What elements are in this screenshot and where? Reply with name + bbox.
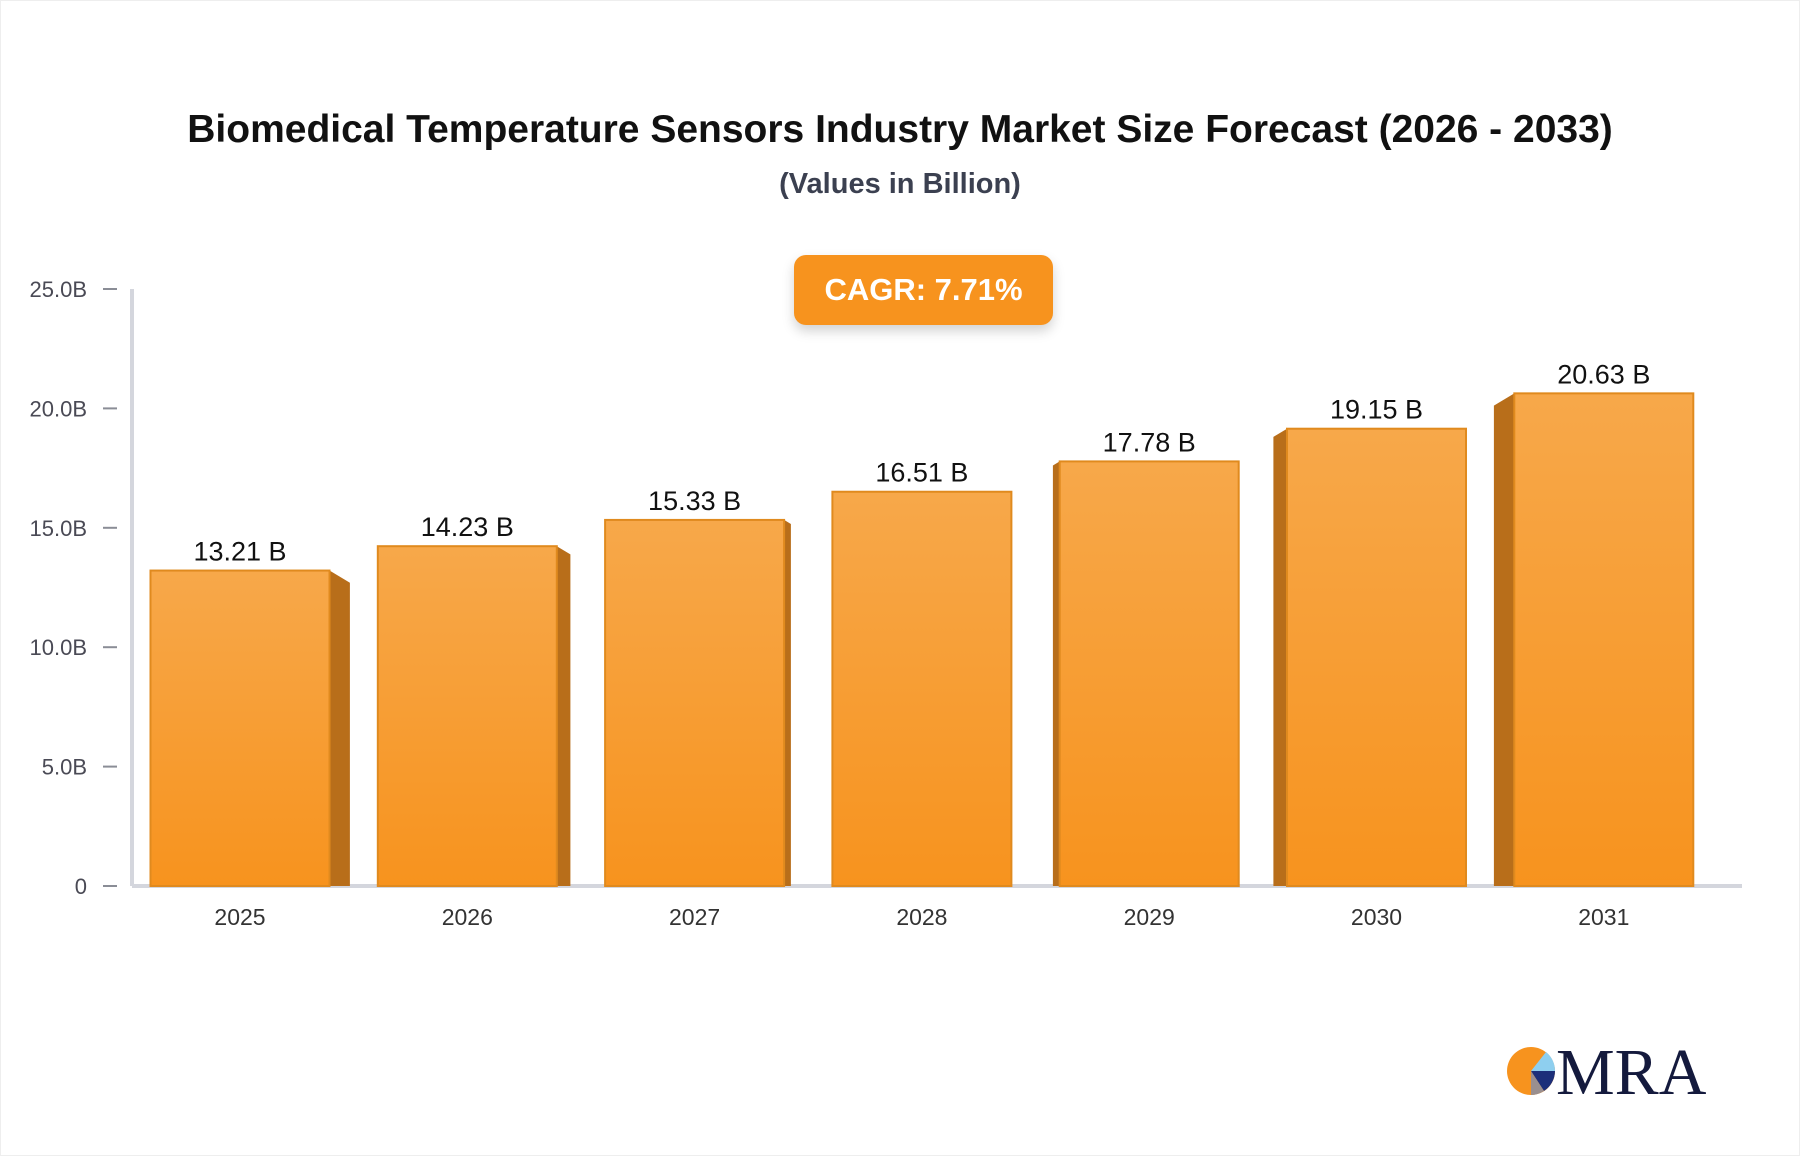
bar-side [1273, 428, 1287, 886]
bar [1058, 460, 1240, 887]
x-tick-label: 2031 [1578, 904, 1629, 930]
y-tick-label: 0 [75, 874, 87, 899]
bar-value-label: 15.33 B [648, 486, 741, 516]
bar-value-label: 20.63 B [1557, 359, 1650, 389]
y-tick-label: 10.0B [30, 635, 88, 660]
bar-side [784, 519, 791, 886]
bar-side [329, 570, 350, 886]
chart-title: Biomedical Temperature Sensors Industry … [187, 108, 1613, 151]
y-tick-label: 15.0B [30, 516, 88, 541]
bar-value-label: 16.51 B [875, 458, 968, 488]
y-tick-label: 5.0B [42, 755, 87, 780]
y-tick-label: 25.0B [30, 277, 88, 302]
x-tick-label: 2027 [669, 904, 720, 930]
x-tick-label: 2026 [442, 904, 493, 930]
bar [149, 569, 331, 888]
x-tick-label: 2025 [214, 904, 265, 930]
bar-value-label: 19.15 B [1330, 395, 1423, 425]
cagr-badge: CAGR: 7.71% [794, 255, 1053, 325]
bar-side [1052, 461, 1060, 886]
bar-value-label: 14.23 B [421, 512, 514, 542]
bar [376, 545, 558, 888]
bar [1286, 427, 1467, 887]
bar-value-label: 13.21 B [193, 537, 286, 567]
bar-side [1493, 393, 1515, 886]
bar-side [556, 546, 571, 886]
x-tick-label: 2030 [1351, 904, 1402, 930]
y-tick-label: 20.0B [30, 396, 88, 421]
chart-subtitle: (Values in Billion) [779, 168, 1021, 200]
x-tick-label: 2029 [1124, 904, 1175, 930]
bar [1513, 392, 1695, 887]
bar [604, 518, 786, 888]
bar-value-label: 17.78 B [1103, 427, 1196, 457]
bar [831, 490, 1013, 887]
x-tick-label: 2028 [896, 904, 947, 930]
